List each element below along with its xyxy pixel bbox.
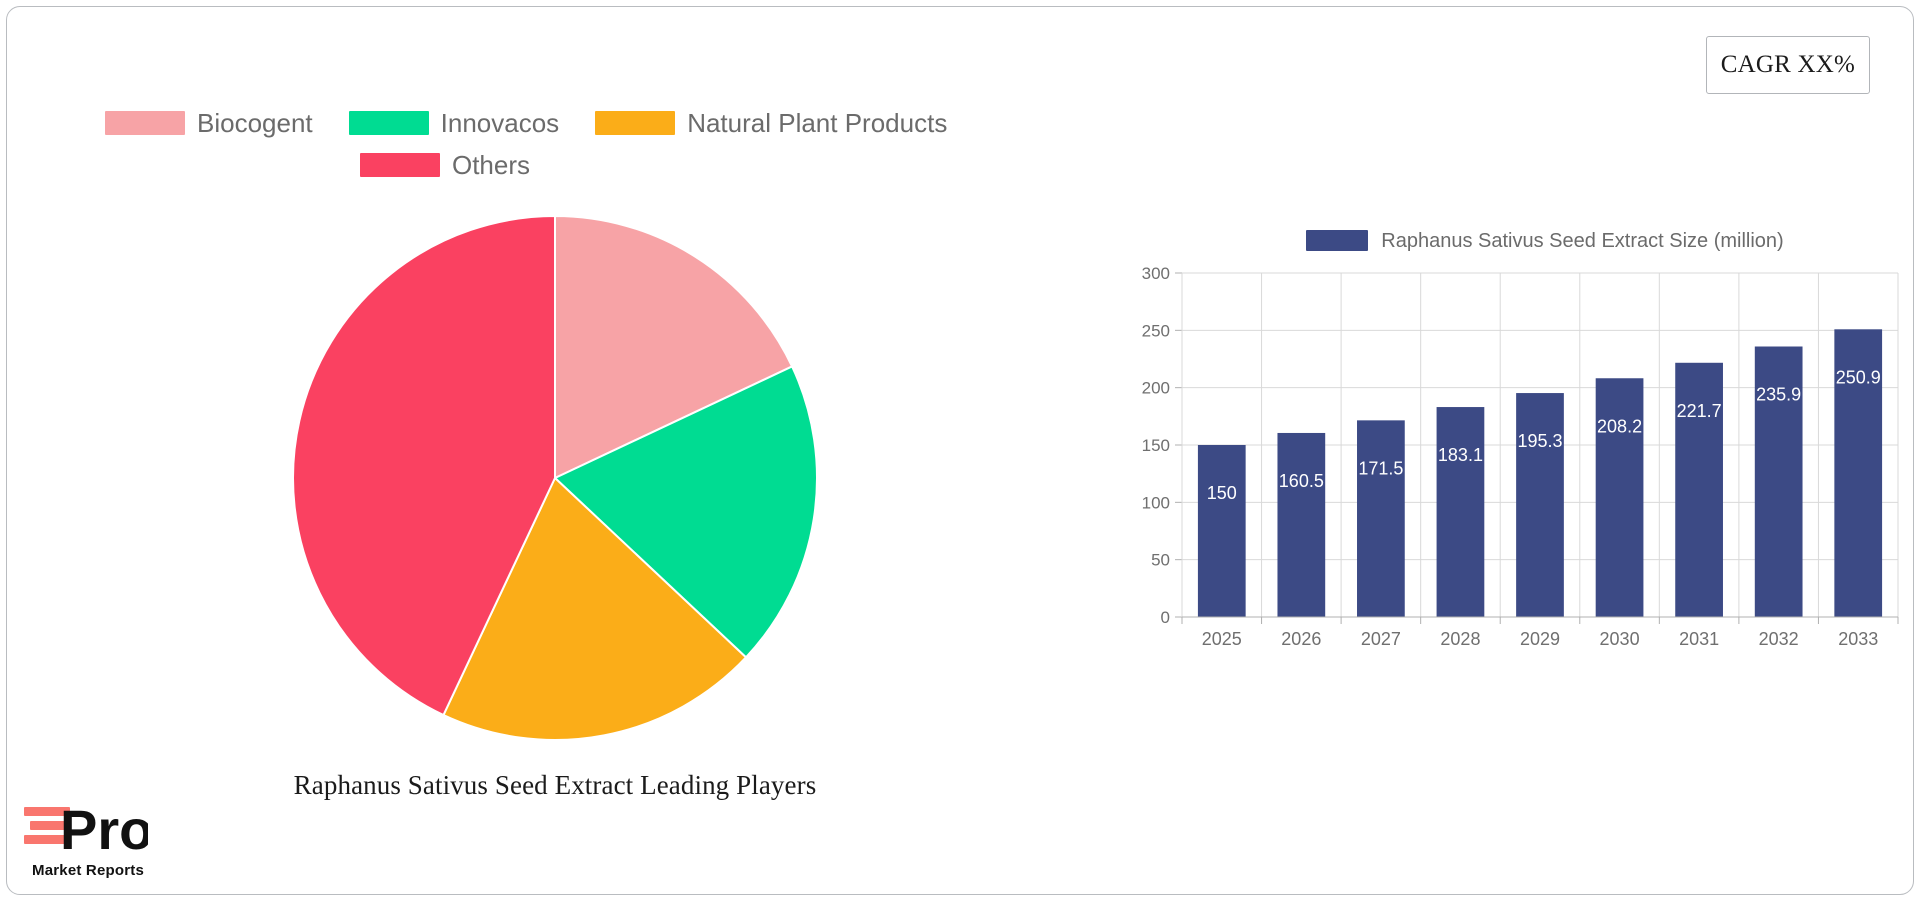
legend-swatch-icon (359, 153, 440, 177)
x-tick-label: 2026 (1281, 629, 1321, 649)
x-tick-label: 2033 (1838, 629, 1878, 649)
bar[interactable] (1595, 378, 1644, 617)
y-tick-label: 0 (1161, 608, 1170, 627)
x-tick-label: 2032 (1759, 629, 1799, 649)
y-tick-label: 150 (1142, 436, 1170, 455)
bar[interactable] (1754, 346, 1803, 618)
bar[interactable] (1277, 432, 1326, 617)
legend-label: Biocogent (197, 108, 313, 138)
legend-label: Others (451, 150, 531, 180)
pie-slice[interactable] (554, 214, 794, 480)
x-tick-label: 2027 (1361, 629, 1401, 649)
svg-text:Pro: Pro (60, 798, 148, 860)
legend-item-biocogent[interactable]: Biocogent (105, 110, 313, 136)
legend-swatch-icon (105, 111, 185, 135)
x-tick-label: 2030 (1600, 629, 1640, 649)
legend-item-natural-plant-products[interactable]: Natural Plant Products (595, 110, 947, 136)
bar-value-label: 221.7 (1677, 401, 1722, 421)
bar-value-label: 150 (1207, 483, 1237, 503)
bar-chart-graphic: 0 50 100 150 200 250 300 150 2025 160.5 2026 171.5 2… (1120, 265, 1910, 665)
bar-value-label: 171.5 (1358, 458, 1403, 478)
pie-legend-row-1: Biocogent Innovacos Natural Plant Produc… (105, 110, 1065, 136)
legend-item-others[interactable]: Others (359, 150, 531, 180)
brand-logo: Pro Market Reports (22, 798, 153, 879)
y-tick-label: 300 (1142, 265, 1170, 283)
y-tick-label: 250 (1142, 321, 1170, 340)
x-tick-label: 2028 (1440, 629, 1480, 649)
x-tick-label: 2025 (1202, 629, 1242, 649)
pie-slice[interactable] (292, 214, 556, 717)
bar-value-label: 195.3 (1517, 431, 1562, 451)
pie-legend: Biocogent Innovacos Natural Plant Produc… (45, 110, 1065, 178)
pie-chart-panel: Biocogent Innovacos Natural Plant Produc… (0, 110, 1110, 830)
pie-slice[interactable] (442, 476, 748, 741)
pro-logo-icon: Pro (24, 798, 153, 861)
logo-caption: Market Reports (32, 862, 144, 879)
bar[interactable] (1357, 420, 1405, 617)
bar-value-label: 183.1 (1438, 445, 1483, 465)
pie-chart-graphic (0, 208, 1110, 748)
legend-label: Innovacos (440, 108, 560, 138)
pie-svg (292, 214, 818, 741)
x-tick-label: 2029 (1520, 629, 1560, 649)
bar-value-label: 250.9 (1836, 367, 1881, 387)
bar-chart-panel: Raphanus Sativus Seed Extract Size (mill… (1120, 230, 1910, 700)
y-tick-label: 50 (1151, 551, 1170, 570)
legend-swatch-icon (348, 111, 429, 135)
bar[interactable] (1436, 407, 1485, 617)
bar-value-label: 160.5 (1279, 471, 1324, 491)
y-tick-label: 100 (1142, 493, 1170, 512)
bar[interactable] (1675, 362, 1723, 617)
bar-legend: Raphanus Sativus Seed Extract Size (mill… (1180, 230, 1910, 251)
legend-swatch-icon (595, 111, 676, 135)
x-tick-label: 2031 (1679, 629, 1719, 649)
pie-chart-title: Raphanus Sativus Seed Extract Leading Pl… (293, 770, 817, 800)
bar[interactable] (1834, 329, 1883, 617)
bar-value-label: 235.9 (1756, 385, 1801, 405)
legend-item-innovacos[interactable]: Innovacos (348, 108, 560, 138)
bar-value-label: 208.2 (1597, 416, 1642, 436)
bar-legend-label: Raphanus Sativus Seed Extract Size (mill… (1381, 229, 1784, 252)
legend-swatch-icon (1306, 230, 1369, 251)
bar[interactable] (1516, 393, 1564, 617)
pie-slice[interactable] (553, 365, 818, 659)
bar[interactable] (1197, 445, 1246, 617)
legend-label: Natural Plant Products (687, 108, 948, 138)
y-tick-label: 200 (1142, 379, 1170, 398)
logo-mark: Pro (22, 798, 153, 861)
bar-svg: 0 50 100 150 200 250 300 150 2025 160.5 2026 171.5 2… (1142, 265, 1899, 649)
pie-legend-row-2: Others (105, 152, 1065, 178)
cagr-badge: CAGR XX% (1705, 36, 1870, 94)
